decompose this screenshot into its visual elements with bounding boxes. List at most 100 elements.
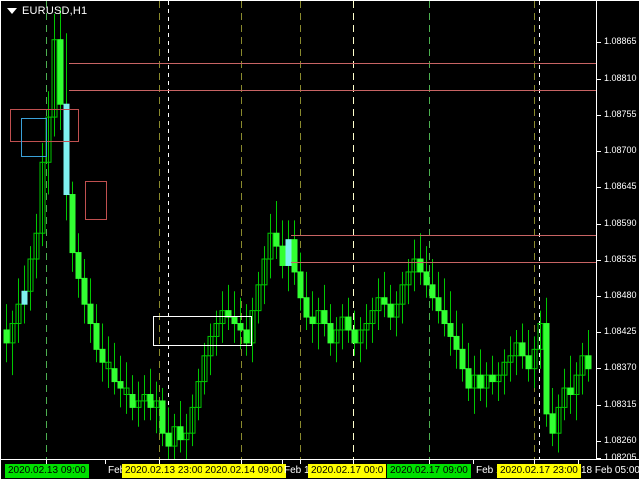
candle[interactable] <box>459 323 466 382</box>
candle[interactable] <box>441 278 448 337</box>
chart-rectangle[interactable] <box>10 109 79 142</box>
candle[interactable] <box>507 336 514 382</box>
candle[interactable] <box>267 213 274 279</box>
candle[interactable] <box>111 342 118 395</box>
candle[interactable] <box>159 388 166 447</box>
candle[interactable] <box>357 317 364 363</box>
chart-rectangle[interactable] <box>85 181 107 220</box>
candle[interactable] <box>381 271 388 318</box>
candle[interactable] <box>189 394 196 447</box>
candle[interactable] <box>315 297 322 350</box>
candle[interactable] <box>387 284 394 330</box>
candle[interactable] <box>99 323 106 382</box>
candle[interactable] <box>297 252 304 311</box>
candle[interactable] <box>417 233 424 285</box>
candle[interactable] <box>81 259 88 324</box>
candle[interactable] <box>549 388 556 447</box>
candle[interactable] <box>465 342 472 401</box>
candle[interactable] <box>585 329 592 382</box>
candle[interactable] <box>153 381 160 434</box>
candle[interactable] <box>399 271 406 324</box>
candle[interactable] <box>213 310 220 356</box>
chart-rectangle[interactable] <box>153 316 252 346</box>
candle[interactable] <box>237 297 244 350</box>
candle[interactable] <box>483 362 490 408</box>
candle[interactable] <box>279 220 286 279</box>
candle[interactable] <box>477 349 484 401</box>
candle[interactable] <box>579 342 586 395</box>
candle[interactable] <box>261 246 268 305</box>
time-scale[interactable]: 2020.02.13 09:00 Feb 12:0 2020.02.13 23:00… <box>1 459 639 479</box>
chart-rectangle[interactable] <box>21 118 47 157</box>
chart-plot-area[interactable] <box>1 1 596 459</box>
candle[interactable] <box>429 259 436 311</box>
candle[interactable] <box>525 329 532 382</box>
candle[interactable] <box>291 220 298 285</box>
candle[interactable] <box>171 413 178 459</box>
candle[interactable] <box>51 13 58 137</box>
candle[interactable] <box>405 259 412 305</box>
candle[interactable] <box>369 297 376 343</box>
candle[interactable] <box>351 310 358 356</box>
candle[interactable] <box>57 7 64 131</box>
candle[interactable] <box>435 271 442 324</box>
candle[interactable] <box>501 349 508 395</box>
candle[interactable] <box>141 375 148 421</box>
candle[interactable] <box>519 323 526 369</box>
candle[interactable] <box>87 278 94 343</box>
candle[interactable] <box>93 304 100 363</box>
candle[interactable] <box>327 304 334 356</box>
candle[interactable] <box>333 317 340 363</box>
candle[interactable] <box>555 394 562 453</box>
candle[interactable] <box>285 220 292 292</box>
chevron-down-icon[interactable] <box>7 8 17 14</box>
candle[interactable] <box>183 413 190 459</box>
candle[interactable] <box>9 310 16 376</box>
candle[interactable] <box>21 265 28 324</box>
candle[interactable] <box>63 33 70 221</box>
candle[interactable] <box>303 271 310 330</box>
candle[interactable] <box>231 291 238 343</box>
candle[interactable] <box>543 297 550 427</box>
candle[interactable] <box>129 375 136 421</box>
candle[interactable] <box>495 362 502 401</box>
candle[interactable] <box>249 297 256 363</box>
candle[interactable] <box>537 310 544 369</box>
candle[interactable] <box>513 329 520 376</box>
candle[interactable] <box>27 246 34 311</box>
candle[interactable] <box>573 362 580 421</box>
candle[interactable] <box>39 142 46 247</box>
candle[interactable] <box>3 304 10 363</box>
candle[interactable] <box>207 323 214 376</box>
candle[interactable] <box>363 304 370 350</box>
candle[interactable] <box>471 355 478 414</box>
candle[interactable] <box>321 284 328 337</box>
candle[interactable] <box>309 291 316 343</box>
candle[interactable] <box>195 368 202 421</box>
candle[interactable] <box>147 368 154 421</box>
candle[interactable] <box>123 362 130 414</box>
candle[interactable] <box>411 239 418 292</box>
candle[interactable] <box>135 381 142 427</box>
candle[interactable] <box>393 291 400 337</box>
candle[interactable] <box>453 310 460 369</box>
candle[interactable] <box>345 297 352 343</box>
candle[interactable] <box>423 246 430 298</box>
candle[interactable] <box>177 400 184 453</box>
candle[interactable] <box>567 355 574 414</box>
candle[interactable] <box>219 291 226 343</box>
candle[interactable] <box>225 284 232 330</box>
price-scale[interactable]: 1.08865 1.08810 1.08755 1.08700 1.08645 1.085… <box>596 1 639 462</box>
candle[interactable] <box>489 355 496 395</box>
candle[interactable] <box>375 278 382 330</box>
candle[interactable] <box>15 278 22 343</box>
candle[interactable] <box>105 336 112 389</box>
candle[interactable] <box>273 200 280 260</box>
candle[interactable] <box>531 336 538 389</box>
candle[interactable] <box>165 407 172 459</box>
candle[interactable] <box>69 181 76 272</box>
candle[interactable] <box>447 291 454 356</box>
candle[interactable] <box>33 213 40 279</box>
candle[interactable] <box>561 368 568 421</box>
